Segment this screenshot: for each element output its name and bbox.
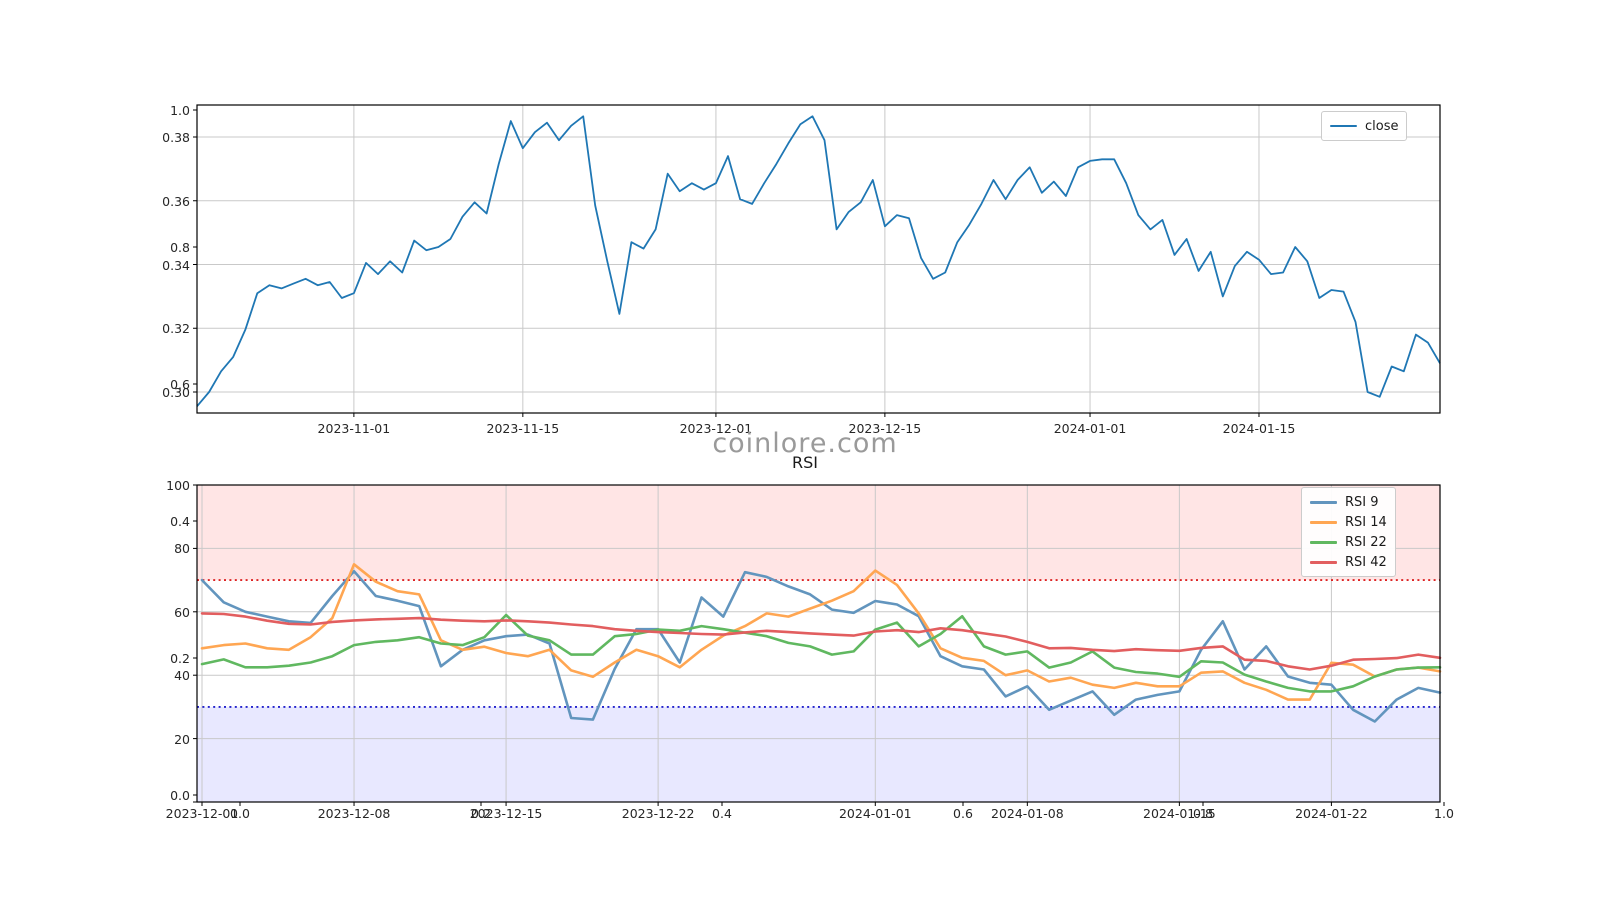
date-tick-label: 2023-11-15: [486, 421, 560, 436]
date-tick-label: 2023-12-01: [165, 806, 239, 821]
price-tick-label: 0.30: [162, 385, 190, 400]
overlay-y-tick-label: 0.8: [170, 240, 190, 255]
legend-entry-rsi-9-label: RSI 9: [1345, 494, 1379, 510]
legend-entry-close-label: close: [1365, 118, 1399, 134]
date-tick-label: 2024-01-22: [1295, 806, 1368, 821]
date-tick-label: 2023-12-15: [848, 421, 922, 436]
overlay-y-tick-label: 0.0: [170, 788, 190, 803]
close-legend: close: [1321, 111, 1408, 141]
rsi-tick-label: 20: [174, 731, 190, 747]
price-tick-label: 0.38: [162, 130, 190, 145]
date-tick-label: 2023-12-08: [317, 806, 391, 821]
date-tick-label: 2023-12-15: [469, 806, 543, 821]
legend-entry-rsi-22-swatch: [1310, 540, 1337, 544]
legend-entry-rsi-14-label: RSI 14: [1345, 514, 1387, 530]
overlay-x-tick-label: 0.8: [1193, 806, 1213, 821]
overlay-y-tick-label: 0.4: [170, 514, 190, 529]
legend-entry-rsi-42-label: RSI 42: [1345, 554, 1387, 570]
rsi-9-line: [200, 569, 1442, 723]
price-tick-label: 0.36: [162, 193, 190, 209]
date-tick-label: 2024-01-08: [991, 806, 1064, 821]
legend-entry-rsi-42: RSI 42: [1310, 552, 1387, 572]
rsi-tick-label: 40: [174, 668, 190, 684]
price-tick-label: 0.32: [162, 321, 190, 337]
rsi-tick-label: 100: [166, 478, 190, 493]
date-tick-label: 2023-12-22: [621, 806, 695, 821]
overlay-y-tick-label: 0.6: [170, 377, 190, 392]
legend-entry-rsi-9: RSI 9: [1310, 492, 1387, 512]
overlay-y-tick-label: 1.0: [170, 103, 190, 118]
date-tick-label: 2023-11-01: [317, 421, 391, 436]
legend-entry-rsi-14-swatch: [1310, 520, 1337, 524]
date-tick-label: 2024-01-01: [838, 806, 912, 821]
legend-entry-rsi-22-label: RSI 22: [1345, 534, 1387, 550]
overlay-x-tick-label: 0.2: [471, 806, 491, 821]
legend-entry-rsi-22: RSI 22: [1310, 532, 1387, 552]
overlay-x-tick-label: 0.4: [712, 806, 732, 821]
date-tick-label: 2024-01-01: [1053, 421, 1127, 436]
overbought-band: [197, 485, 1440, 581]
watermark: coinlore.com: [712, 428, 898, 459]
date-tick-label: 2024-01-15: [1222, 421, 1296, 436]
rsi-legend: RSI 9 RSI 14 RSI 22 RSI 42: [1301, 487, 1396, 577]
legend-entry-rsi-9-swatch: [1310, 500, 1337, 504]
rsi-tick-label: 80: [174, 541, 190, 557]
overlay-x-tick-label: 0.0: [230, 806, 250, 821]
rsi-plot-border: [196, 484, 1441, 803]
rsi-panel-title: RSI: [792, 453, 818, 472]
overlay-x-tick-label: 0.6: [953, 806, 973, 821]
date-tick-label: 2024-01-15: [1143, 806, 1216, 821]
rsi-42-line: [200, 612, 1442, 671]
overlay-x-tick-label: 1.0: [1434, 806, 1454, 821]
rsi-22-line: [200, 613, 1442, 693]
oversold-band: [197, 706, 1440, 802]
legend-entry-rsi-42-swatch: [1310, 560, 1337, 564]
rsi-14-line: [200, 562, 1442, 701]
date-tick-label: 2023-12-01: [679, 421, 753, 436]
legend-entry-close: close: [1330, 116, 1398, 136]
close-line: [196, 115, 1441, 407]
top-plot-border: [196, 104, 1441, 414]
rsi-tick-label: 60: [174, 604, 190, 620]
legend-entry-rsi-14: RSI 14: [1310, 512, 1387, 532]
legend-entry-close-swatch: [1330, 125, 1357, 127]
overlay-y-tick-label: 0.2: [170, 651, 190, 666]
price-tick-label: 0.34: [162, 257, 190, 273]
